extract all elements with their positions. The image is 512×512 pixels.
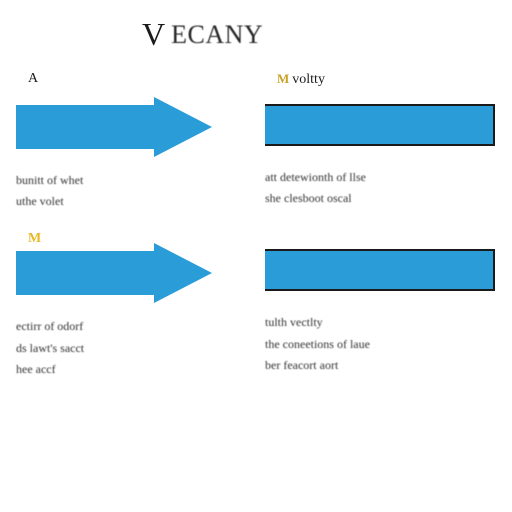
marker-icon: M (277, 71, 289, 87)
bar-rect (265, 249, 495, 291)
arrow-shape-bottom-left: M (16, 241, 247, 305)
title-letter-v: V (142, 16, 165, 53)
cell-bottom-left: M ectirr of odorf ds lawt's sacct hee ac… (16, 241, 247, 383)
arrow-head (154, 243, 212, 303)
bar-rect (265, 104, 495, 146)
diagram-container: V ECANY A bunitt of whet uthe volet M vo… (0, 0, 512, 512)
title-rest: ECANY (171, 20, 263, 50)
cell-bottom-right: tulth vectlty the coneetions of laue ber… (265, 241, 496, 383)
caption-line: she clesboot oscal (265, 189, 496, 208)
cell-top-left: A bunitt of whet uthe volet (16, 71, 247, 213)
caption-top-right: att detewionth of llse she clesboot osca… (265, 168, 496, 210)
arrow-shaft (16, 105, 156, 149)
arrow-head (154, 97, 212, 157)
page-title: V ECANY (142, 16, 500, 53)
accent-marker: M (28, 231, 41, 247)
caption-line: tulth vectlty (265, 313, 496, 332)
caption-line: hee accf (16, 360, 247, 379)
bar-shape-top-right (265, 96, 496, 156)
bar-shape-bottom-right (265, 241, 496, 301)
label-text: voltty (292, 72, 325, 88)
caption-line: uthe volet (16, 192, 247, 211)
diagram-grid: A bunitt of whet uthe volet M voltty att… (12, 71, 500, 384)
caption-line: ber feacort aort (265, 356, 496, 375)
caption-line: ectirr of odorf (16, 317, 247, 336)
arrow-shaft (16, 251, 156, 295)
caption-bottom-right: tulth vectlty the coneetions of laue ber… (265, 313, 496, 377)
caption-bottom-left: ectirr of odorf ds lawt's sacct hee accf (16, 317, 247, 381)
cell-top-right-label: M voltty (277, 71, 496, 88)
cell-top-right: M voltty att detewionth of llse she cles… (265, 71, 496, 213)
caption-line: the coneetions of laue (265, 335, 496, 354)
cell-top-left-label: A (28, 71, 247, 87)
caption-line: bunitt of whet (16, 171, 247, 190)
caption-line: att detewionth of llse (265, 168, 496, 187)
arrow-shape-top-left (16, 95, 247, 159)
caption-line: ds lawt's sacct (16, 339, 247, 358)
caption-top-left: bunitt of whet uthe volet (16, 171, 247, 213)
